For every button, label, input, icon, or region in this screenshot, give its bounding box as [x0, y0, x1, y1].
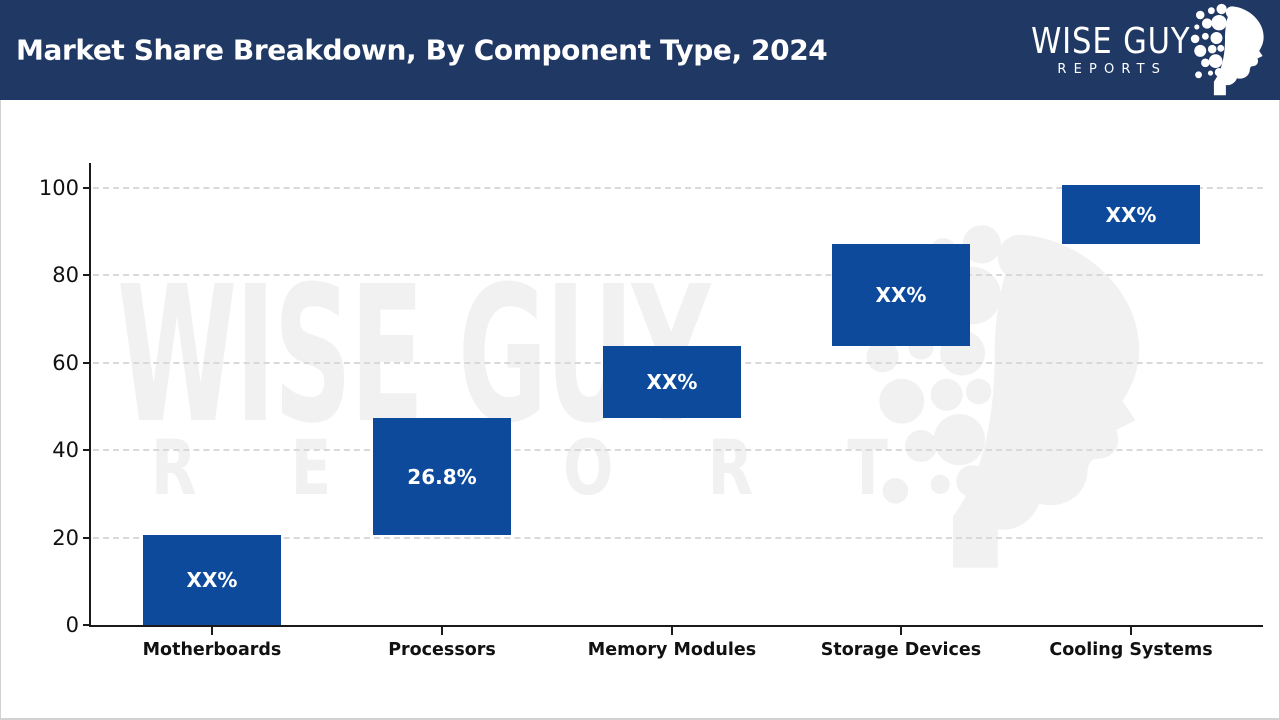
gridline-100	[93, 186, 1263, 189]
bar-value-label-storage-devices: XX%	[875, 283, 927, 308]
bar-memory-modules: XX%	[603, 346, 741, 419]
y-tick-40	[83, 449, 90, 451]
category-label-cooling-systems: Cooling Systems	[1049, 640, 1213, 660]
category-label-motherboards: Motherboards	[142, 640, 282, 660]
gridline-40	[93, 449, 1263, 451]
brand-subname: REPORTS	[1057, 62, 1168, 78]
y-tick-label-80: 80	[52, 263, 79, 287]
y-tick-0	[83, 624, 90, 626]
brand-logo-text: WISE GUY REPORTS	[1017, 20, 1205, 78]
x-tick-storage-devices	[900, 627, 902, 635]
x-axis-line	[89, 625, 1263, 627]
chart-area: WISE GUY R E P O R T S 0 20 40 60 80 100 XX% Mo…	[0, 100, 1280, 720]
y-tick-label-20: 20	[52, 525, 79, 550]
y-tick-label-60: 60	[52, 350, 79, 375]
bar-motherboards: XX%	[143, 535, 281, 625]
category-label-storage-devices: Storage Devices	[820, 640, 982, 660]
dotted-head-profile-icon	[1190, 3, 1264, 96]
bar-value-label-cooling-systems: XX%	[1105, 202, 1157, 227]
watermark-brand-subname: R E P O R T S	[151, 423, 1062, 512]
category-label-memory-modules: Memory Modules	[587, 640, 757, 660]
brand-name: WISE GUY	[1030, 20, 1190, 62]
y-tick-80	[83, 274, 90, 276]
y-tick-20	[83, 536, 90, 539]
y-tick-100	[83, 186, 90, 189]
header-banner: Market Share Breakdown, By Component Typ…	[0, 0, 1280, 100]
x-tick-cooling-systems	[1130, 627, 1132, 635]
x-tick-motherboards	[211, 627, 213, 635]
gridline-20	[93, 536, 1263, 539]
x-tick-processors	[441, 627, 443, 635]
y-tick-60	[83, 361, 90, 364]
gridline-80	[93, 274, 1263, 276]
bar-processors: 26.8%	[373, 418, 511, 536]
y-tick-label-100: 100	[38, 175, 79, 200]
bar-value-label-memory-modules: XX%	[646, 370, 698, 395]
category-label-processors: Processors	[388, 640, 496, 660]
brand-logo: WISE GUY REPORTS	[1017, 3, 1275, 96]
bar-storage-devices: XX%	[832, 244, 970, 347]
y-tick-label-40: 40	[52, 438, 79, 462]
bar-cooling-systems: XX%	[1062, 185, 1200, 245]
bar-value-label-processors: 26.8%	[407, 464, 477, 489]
y-axis-line	[89, 163, 91, 627]
bar-value-label-motherboards: XX%	[186, 568, 238, 593]
x-tick-memory-modules	[671, 627, 673, 635]
page-title: Market Share Breakdown, By Component Typ…	[16, 33, 828, 67]
y-tick-label-0: 0	[65, 613, 79, 637]
